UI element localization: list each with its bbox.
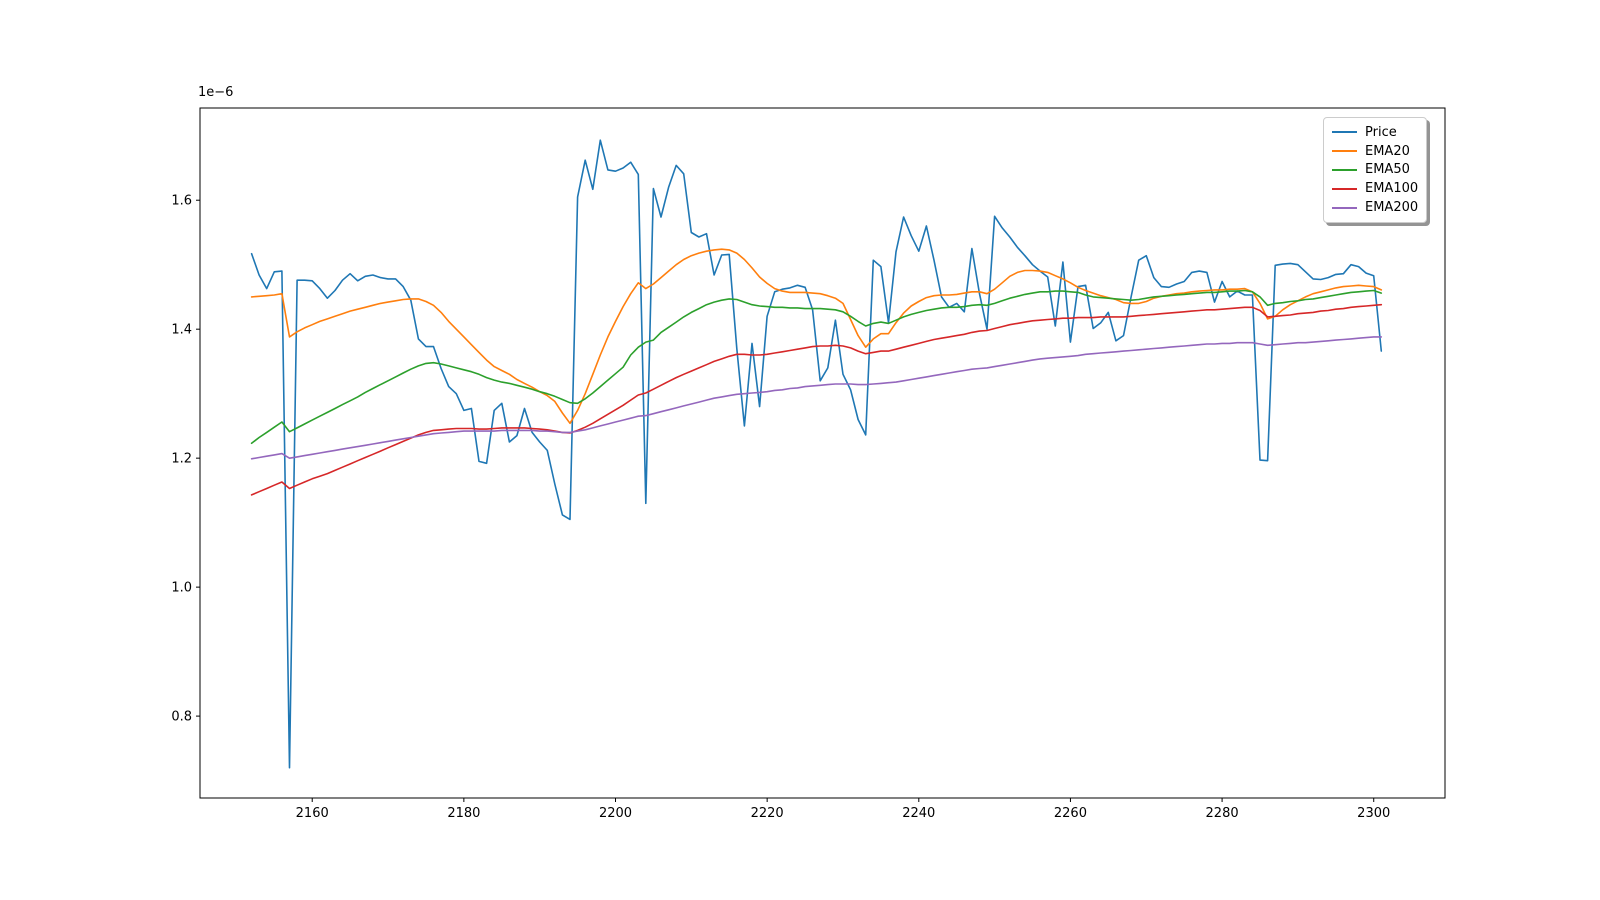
x-tick-label: 2300 [1357, 806, 1390, 821]
legend-row-ema200: EMA200 [1332, 201, 1418, 214]
legend-label-ema200: EMA200 [1365, 200, 1419, 216]
series-line-ema200 [250, 336, 1383, 460]
legend-row-ema20: EMA20 [1332, 145, 1418, 158]
x-tick-label: 2260 [1054, 806, 1087, 821]
legend-swatch-ema200 [1332, 206, 1357, 209]
x-tick-label: 2180 [447, 806, 480, 821]
series-line-price [250, 139, 1383, 769]
legend-label-ema50: EMA50 [1365, 162, 1410, 178]
y-tick-label: 1.6 [171, 194, 192, 209]
legend-label-ema100: EMA100 [1365, 181, 1419, 197]
y-tick-label: 1.0 [171, 581, 192, 596]
x-tick-label: 2160 [296, 806, 329, 821]
series-line-ema50 [250, 289, 1383, 445]
legend-row-price: Price [1332, 126, 1418, 139]
legend-swatch-ema100 [1332, 187, 1357, 190]
axes-spines [199, 107, 1446, 799]
y-tick-label: 0.8 [171, 710, 192, 725]
x-tick-label: 2240 [902, 806, 935, 821]
legend-swatch-ema50 [1332, 168, 1357, 171]
x-tick-label: 2280 [1206, 806, 1239, 821]
legend-row-ema100: EMA100 [1332, 182, 1418, 195]
series-line-ema20 [250, 248, 1383, 425]
legend-swatch-price [1332, 131, 1357, 134]
legend-swatch-ema20 [1332, 150, 1357, 153]
y-tick-label: 1.2 [171, 452, 192, 467]
series-line-ema100 [250, 303, 1383, 496]
legend-label-price: Price [1365, 124, 1397, 140]
x-tick-label: 2220 [751, 806, 784, 821]
x-tick-label: 2200 [599, 806, 632, 821]
legend-label-ema20: EMA20 [1365, 143, 1410, 159]
y-axis-offset-label: 1e−6 [198, 85, 234, 100]
legend: Price EMA20 EMA50 EMA100 EMA200 [1323, 117, 1427, 223]
y-tick-label: 1.4 [171, 323, 192, 338]
legend-row-ema50: EMA50 [1332, 163, 1418, 176]
